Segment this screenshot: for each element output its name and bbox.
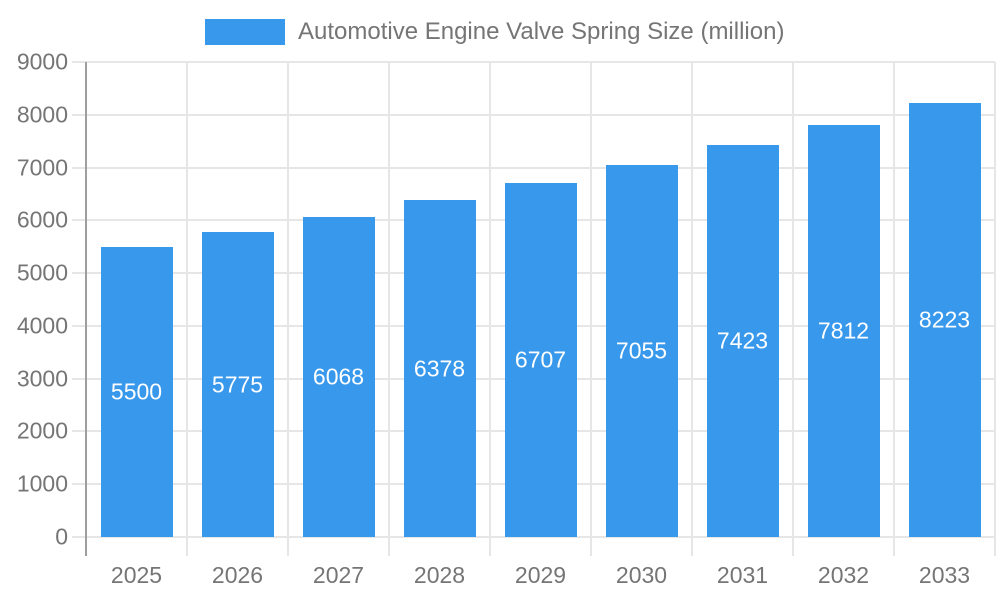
y-axis-tick-label: 5000 (16, 259, 68, 286)
bar-2025[interactable] (100, 246, 173, 537)
y-gridline (72, 61, 995, 63)
x-gridline (590, 62, 592, 556)
legend-label: Automotive Engine Valve Spring Size (mil… (298, 18, 785, 45)
bar-2033[interactable] (908, 103, 981, 537)
bar-2030[interactable] (605, 164, 678, 537)
x-gridline (893, 62, 895, 556)
y-gridline (72, 536, 995, 538)
y-axis-tick-label: 8000 (16, 101, 68, 128)
bar-2032[interactable] (807, 124, 880, 537)
y-axis-tick-label: 3000 (16, 365, 68, 392)
x-gridline (792, 62, 794, 556)
x-axis-tick-label: 2030 (615, 562, 668, 588)
y-axis-tick-label: 2000 (16, 417, 68, 444)
bar-2027[interactable] (302, 216, 375, 537)
x-axis-tick-label: 2032 (817, 562, 870, 588)
x-axis-tick-label: 2025 (110, 562, 163, 588)
x-axis-tick-label: 2027 (312, 562, 365, 588)
x-gridline (489, 62, 491, 556)
x-gridline (388, 62, 390, 556)
y-axis-tick-label: 4000 (16, 312, 68, 339)
y-axis-line (85, 62, 87, 556)
bar-2028[interactable] (403, 200, 476, 537)
x-axis-tick-label: 2028 (413, 562, 466, 588)
y-axis-tick-label: 9000 (16, 48, 68, 75)
x-gridline (186, 62, 188, 556)
y-axis-tick-label: 1000 (16, 470, 68, 497)
legend[interactable]: Automotive Engine Valve Spring Size (mil… (205, 13, 784, 51)
legend-swatch (205, 19, 285, 45)
x-gridline (287, 62, 289, 556)
x-axis-tick-label: 2033 (918, 562, 971, 588)
x-gridline (994, 62, 996, 556)
x-axis-tick-label: 2026 (211, 562, 264, 588)
y-axis-tick-label: 7000 (16, 154, 68, 181)
x-axis-tick-label: 2029 (514, 562, 567, 588)
y-gridline (72, 166, 995, 169)
y-axis-tick-label: 6000 (16, 206, 68, 233)
y-axis-tick-label: 0 (55, 523, 68, 550)
bar-2026[interactable] (201, 232, 274, 537)
x-axis-tick-label: 2031 (716, 562, 769, 588)
bar-2031[interactable] (706, 145, 779, 537)
bar-2029[interactable] (504, 183, 577, 537)
x-gridline (691, 62, 693, 556)
y-gridline (72, 113, 995, 116)
